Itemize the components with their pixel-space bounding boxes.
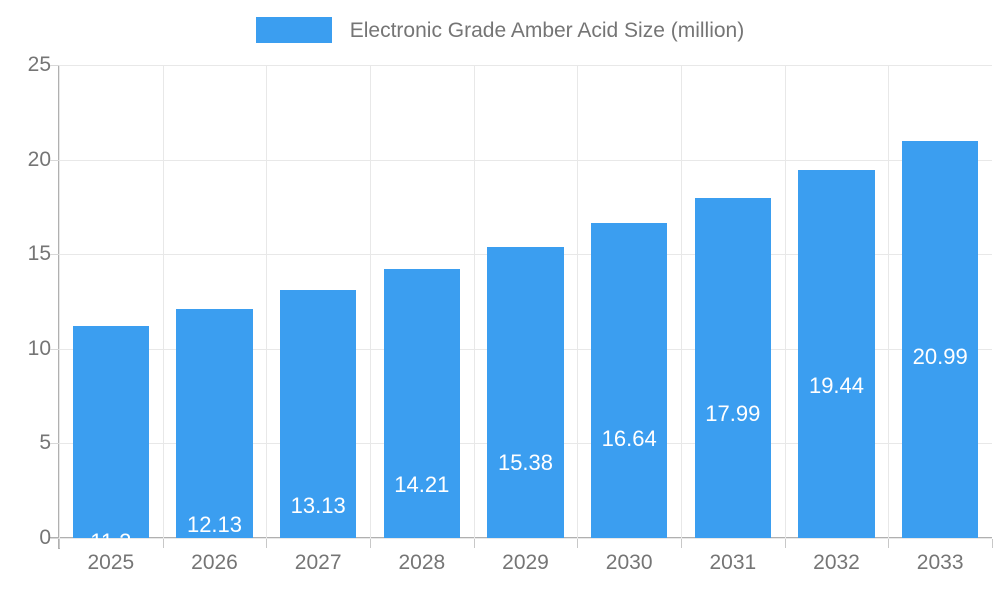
- y-axis: 0 5 10 15 20 25: [0, 0, 59, 600]
- x-axis-tick-mark: [992, 539, 993, 548]
- x-axis-tick-mark: [785, 539, 786, 548]
- gridline-vertical: [681, 65, 682, 538]
- y-axis-tick-mark: [50, 159, 59, 161]
- x-axis-tick-label: 2032: [813, 551, 860, 574]
- x-axis-tick-mark: [163, 539, 164, 548]
- y-axis-tick-mark: [50, 538, 59, 539]
- gridline-horizontal: [59, 65, 992, 66]
- y-axis-tick-label: 15: [27, 242, 51, 266]
- bar-2025[interactable]: [72, 326, 149, 538]
- gridline-vertical: [888, 65, 889, 538]
- x-axis-tick-mark: [681, 539, 682, 548]
- y-axis-tick-label: 10: [27, 336, 51, 360]
- x-axis-tick-label: 2025: [87, 551, 135, 574]
- bar-2027[interactable]: [280, 289, 357, 538]
- x-axis-tick-mark: [59, 539, 60, 548]
- x-axis-tick-mark: [474, 539, 475, 548]
- gridline-vertical: [266, 65, 267, 538]
- bar-2031[interactable]: [694, 197, 771, 538]
- bar-2033[interactable]: [902, 140, 979, 538]
- y-axis-tick-mark: [50, 443, 59, 445]
- y-axis-tick-label: 25: [27, 53, 51, 76]
- gridline-vertical: [577, 65, 578, 538]
- gridline-horizontal: [59, 538, 992, 539]
- legend-item-label: Electronic Grade Amber Acid Size (millio…: [349, 18, 745, 42]
- plot-area: 11.2 12.13 13.13 14.21 15.38 16.64 17.99 19.44 2…: [59, 65, 992, 553]
- bar-2026[interactable]: [176, 308, 253, 538]
- gridline-vertical: [163, 65, 164, 538]
- x-axis-tick-mark: [577, 539, 578, 548]
- gridline-vertical: [474, 65, 475, 538]
- y-axis-tick-label: 5: [39, 431, 51, 455]
- x-axis-tick-mark: [888, 539, 889, 548]
- y-axis-tick-label: 0: [39, 526, 51, 549]
- x-axis-tick-label: 2030: [605, 551, 653, 574]
- x-axis-tick-mark: [370, 539, 371, 548]
- x-axis-tick-label: 2029: [502, 551, 549, 574]
- bar-2032[interactable]: [798, 170, 875, 538]
- y-axis-tick-label: 20: [27, 147, 51, 171]
- gridline-vertical: [59, 65, 60, 538]
- x-axis-tick-mark: [266, 539, 267, 548]
- gridline-vertical: [785, 65, 786, 538]
- gridline-vertical: [370, 65, 371, 538]
- x-axis-tick-label: 2028: [398, 551, 446, 574]
- y-axis-tick-mark: [50, 348, 59, 350]
- x-axis-tick-label: 2031: [709, 551, 757, 574]
- x-axis-tick-label: 2027: [294, 551, 342, 574]
- bar-2030[interactable]: [591, 223, 668, 538]
- x-axis-tick-label: 2033: [916, 551, 964, 574]
- chart-legend: Electronic Grade Amber Acid Size (millio…: [0, 10, 1000, 50]
- x-axis-tick-label: 2026: [191, 551, 238, 574]
- legend-color-swatch-icon: [255, 17, 332, 43]
- y-axis-tick-mark: [50, 254, 59, 256]
- bar-2029[interactable]: [487, 247, 564, 538]
- bar-2028[interactable]: [383, 269, 460, 538]
- legend-item-electronic-grade-amber-acid-size[interactable]: Electronic Grade Amber Acid Size (millio…: [255, 17, 745, 43]
- y-axis-tick-mark: [50, 65, 59, 66]
- gridline-horizontal: [59, 159, 992, 161]
